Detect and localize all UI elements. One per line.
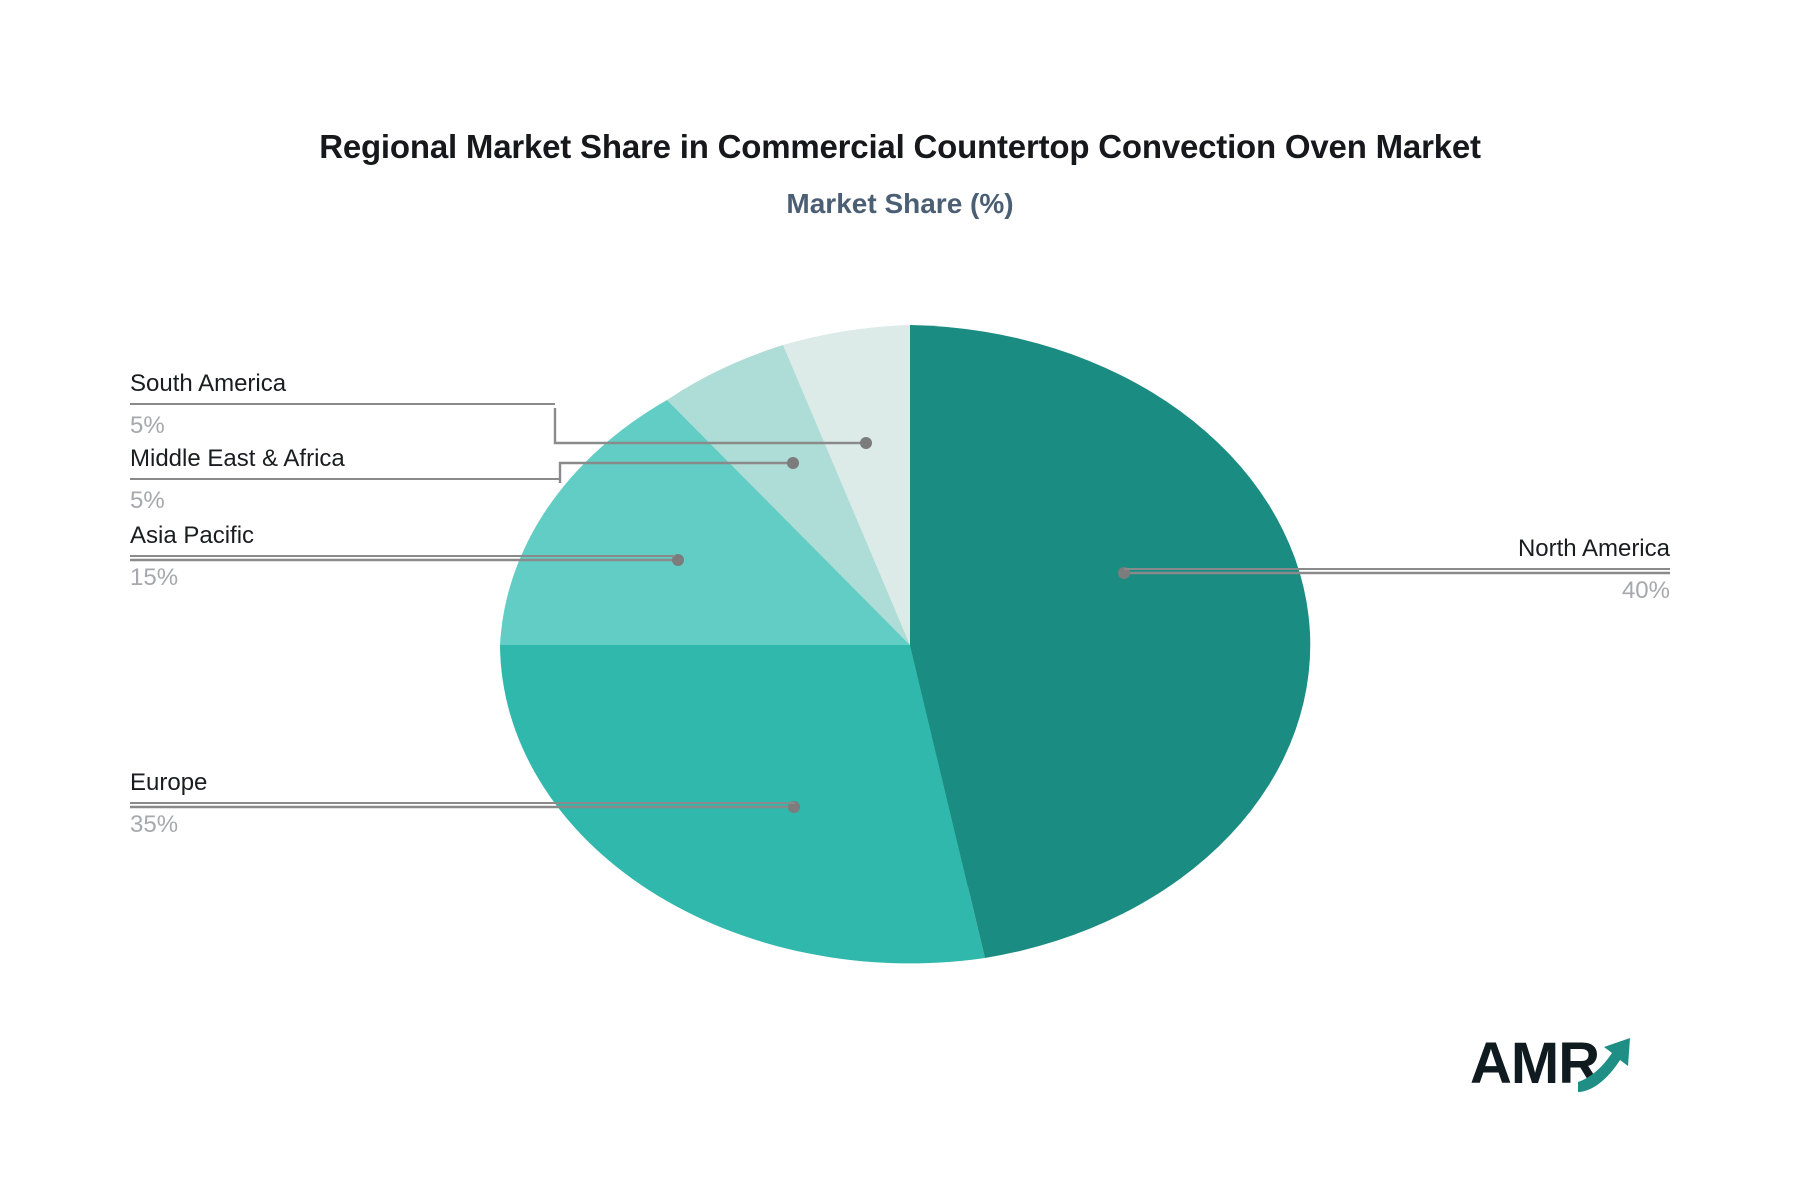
leader-line-south-america: [553, 408, 862, 445]
leader-dot-middle-east-africa: [787, 457, 799, 469]
callout-value-south-america: 5%: [130, 412, 165, 439]
chart-subtitle: Market Share (%): [786, 188, 1014, 219]
leader-lines: [130, 408, 1670, 813]
leader-line-middle-east-africa: [558, 461, 789, 483]
callout-value-europe: 35%: [130, 811, 179, 838]
callout-north-america: North America 40%: [1124, 537, 1670, 603]
callout-value-asia-pacific: 15%: [130, 564, 179, 591]
callout-label-asia-pacific: Asia Pacific: [130, 522, 255, 549]
upward-arrow-icon: [1578, 1038, 1630, 1092]
callout-europe: Europe 35%: [130, 771, 795, 837]
leader-dot-south-america: [860, 437, 872, 449]
callout-south-america: South America 5%: [130, 372, 555, 438]
amr-logo: AMR: [1470, 1030, 1650, 1100]
leader-dot-europe: [788, 801, 800, 813]
callout-asia-pacific: Asia Pacific 15%: [130, 524, 675, 590]
callout-value-north-america: 40%: [1621, 577, 1670, 604]
callout-value-middle-east-africa: 5%: [130, 487, 165, 514]
leader-dot-asia-pacific: [672, 554, 684, 566]
callout-label-europe: Europe: [130, 769, 208, 796]
callout-rule-north-america: [1124, 568, 1670, 570]
pie-top-face: [500, 325, 1311, 964]
pie-slice-south-america: [783, 325, 910, 645]
callout-rule-europe: [130, 802, 795, 804]
pie-slice-middle-east-africa: [667, 345, 910, 645]
callout-middle-east-africa: Middle East & Africa 5%: [130, 447, 560, 513]
callout-label-south-america: South America: [130, 370, 287, 397]
callout-rule-asia-pacific: [130, 555, 675, 557]
callout-rule-middle-east-africa: [130, 478, 560, 480]
leader-dot-north-america: [1118, 567, 1130, 579]
callout-label-north-america: North America: [1517, 535, 1670, 562]
page-title: Regional Market Share in Commercial Coun…: [319, 128, 1481, 165]
callout-rule-south-america: [130, 403, 555, 405]
callout-label-middle-east-africa: Middle East & Africa: [130, 445, 345, 472]
pie-slice-north-america: [910, 325, 1311, 958]
pie-slice-asia-pacific: [500, 400, 910, 645]
pie-slice-europe: [500, 645, 985, 964]
